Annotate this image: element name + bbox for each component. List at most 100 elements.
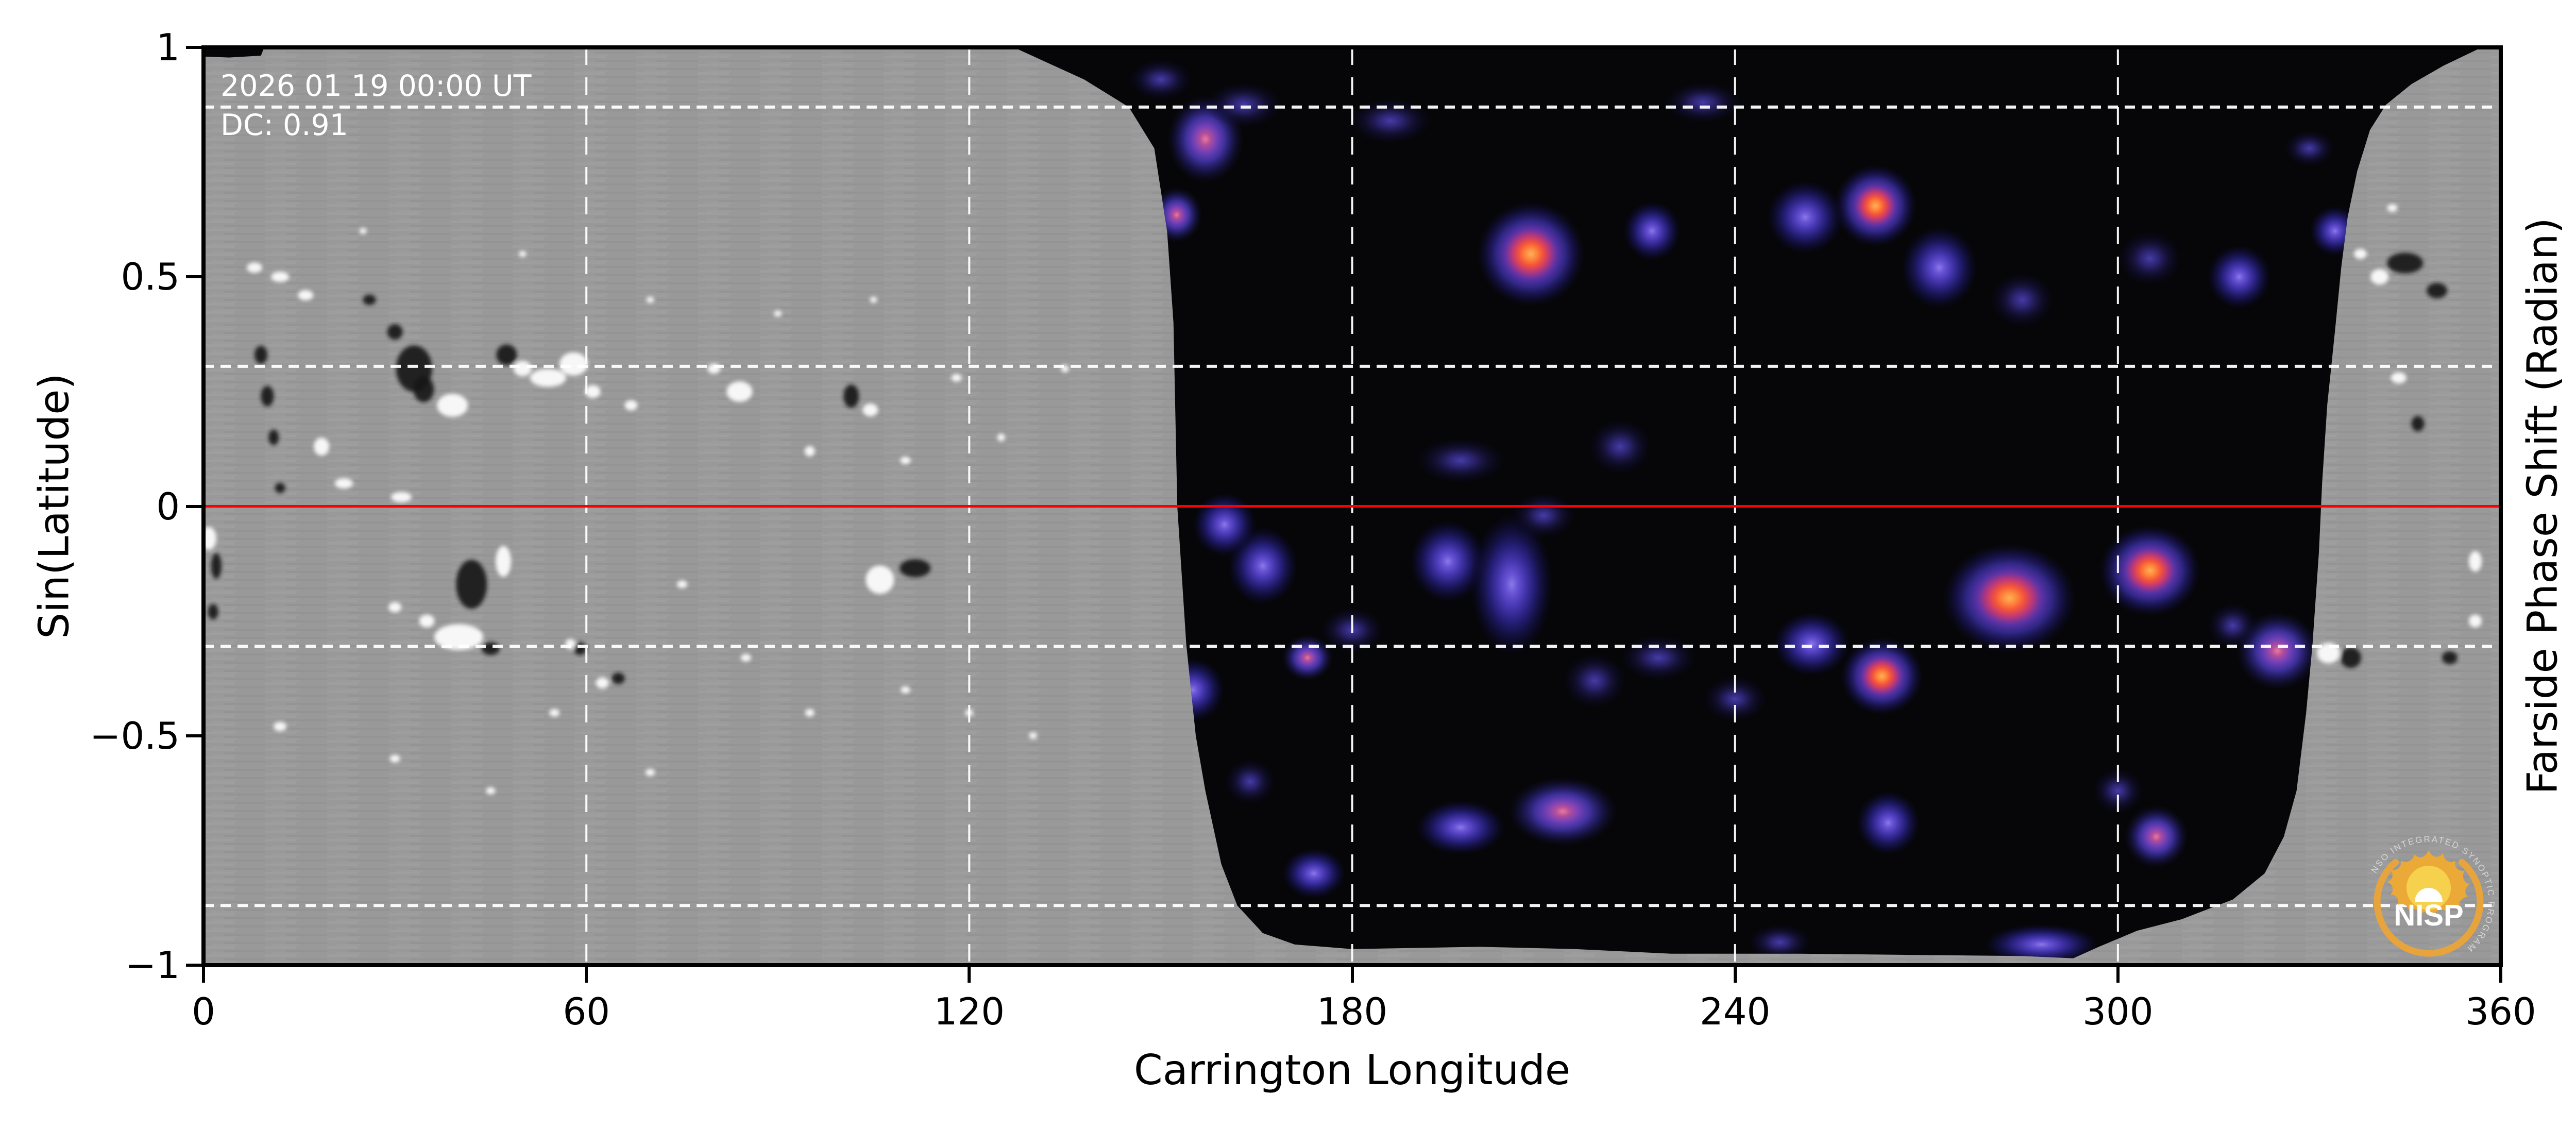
y-tick-mark	[186, 275, 201, 279]
active-region	[387, 324, 403, 340]
active-region	[997, 433, 1005, 442]
active-region	[843, 384, 859, 408]
y-tick-label: 0.5	[121, 255, 180, 299]
active-region	[437, 394, 468, 417]
farside-detection-blob	[1703, 676, 1767, 722]
active-region	[275, 482, 285, 493]
farside-detection-blob	[1205, 81, 1282, 128]
active-region	[496, 546, 512, 577]
active-region	[646, 296, 654, 303]
active-region	[2387, 252, 2424, 274]
active-region	[519, 250, 527, 257]
y-tick-label: 0	[156, 484, 180, 528]
active-region	[951, 374, 962, 382]
x-tick-mark	[585, 967, 588, 983]
active-region	[2469, 614, 2482, 628]
x-tick-label: 0	[192, 990, 215, 1033]
active-region	[805, 709, 815, 717]
farside-detection-blob	[1773, 612, 1850, 676]
farside-detection-blob	[1901, 226, 1978, 309]
active-region	[314, 437, 330, 456]
x-tick-label: 300	[2082, 990, 2154, 1033]
active-region	[549, 709, 560, 717]
farside-detection-blob	[1192, 492, 1257, 557]
active-region	[268, 429, 279, 445]
active-region	[2442, 651, 2458, 664]
nisp-logo-ring-icon	[2374, 858, 2484, 957]
farside-detection-blob	[1508, 777, 1617, 846]
x-tick-mark	[2499, 967, 2502, 983]
nisp-logo: NSO INTEGRATED SYNOPTIC PROGRAM NISP	[2369, 834, 2495, 957]
active-region	[646, 769, 655, 776]
active-region	[389, 754, 400, 763]
farside-detections	[1129, 59, 2361, 958]
active-region	[496, 344, 517, 365]
active-region	[211, 553, 222, 579]
x-tick-label: 60	[563, 990, 610, 1033]
farside-detection-blob	[1588, 419, 1652, 475]
farside-detection-blob	[2092, 768, 2144, 814]
farside-detection-blob	[1563, 653, 1627, 709]
x-tick-label: 180	[1316, 990, 1388, 1033]
active-region	[513, 361, 532, 377]
active-region	[359, 228, 367, 234]
active-region	[388, 602, 402, 613]
farside-detection-blob	[1410, 520, 1486, 603]
synoptic-map-plot: 2026 01 19 00:00 UT DC: 0.91 NSO INTEGRA…	[200, 45, 2503, 967]
farside-detection-blob	[2283, 130, 2335, 167]
active-region	[298, 290, 314, 300]
nisp-logo-dome-icon	[2415, 888, 2443, 902]
farside-detection-blob	[1129, 59, 1193, 100]
farside-detection-blob	[1942, 543, 2077, 653]
active-region	[624, 400, 638, 411]
x-tick-mark	[1733, 967, 1737, 983]
farside-detection-blob	[2207, 245, 2272, 309]
active-region	[866, 565, 894, 594]
active-region	[870, 296, 877, 303]
active-region	[900, 559, 931, 578]
x-tick-label: 240	[1699, 990, 1771, 1033]
synoptic-map-image	[200, 45, 2503, 967]
active-region	[862, 403, 878, 416]
active-region	[335, 478, 353, 489]
active-region	[740, 653, 751, 662]
farside-detection-blob	[1224, 759, 1276, 805]
y-tick-label: −1	[125, 944, 180, 987]
farside-detection-blob	[1856, 790, 1920, 855]
x-tick-label: 120	[934, 990, 1005, 1033]
y-tick-label: 1	[156, 26, 180, 69]
active-region	[2427, 283, 2448, 298]
farside-detection-blob	[1416, 800, 1505, 855]
farside-detection-blob	[1834, 164, 1917, 247]
y-tick-label: −0.5	[90, 714, 180, 757]
active-region	[596, 677, 609, 689]
y-tick-mark	[186, 734, 201, 737]
active-region	[774, 310, 782, 317]
farside-detection-blob	[1665, 81, 1741, 123]
x-tick-label: 360	[2465, 990, 2536, 1033]
farside-detection-blob	[1512, 492, 1576, 538]
farside-colorbar-title: Farside Phase Shift (Radian)	[2518, 217, 2567, 795]
active-region	[419, 614, 435, 628]
active-region	[901, 686, 910, 694]
farside-detection-blob	[1990, 272, 2054, 328]
active-region	[2340, 647, 2361, 668]
farside-detection-blob	[2124, 805, 2189, 868]
active-region	[261, 385, 274, 407]
farside-detection-blob	[1623, 201, 1681, 261]
y-tick-mark	[186, 504, 201, 508]
farside-region	[1014, 47, 2482, 958]
active-region	[247, 262, 263, 273]
active-region	[391, 492, 412, 502]
active-region	[612, 672, 625, 684]
farside-detection-blob	[2117, 231, 2182, 286]
farside-detection-blob	[1477, 201, 1585, 307]
farside-polar-strip	[204, 47, 264, 58]
x-tick-mark	[2116, 967, 2120, 983]
active-region	[900, 457, 911, 464]
active-region	[2354, 248, 2367, 259]
active-region	[726, 381, 753, 402]
active-region	[271, 272, 290, 282]
x-tick-mark	[1350, 967, 1354, 983]
